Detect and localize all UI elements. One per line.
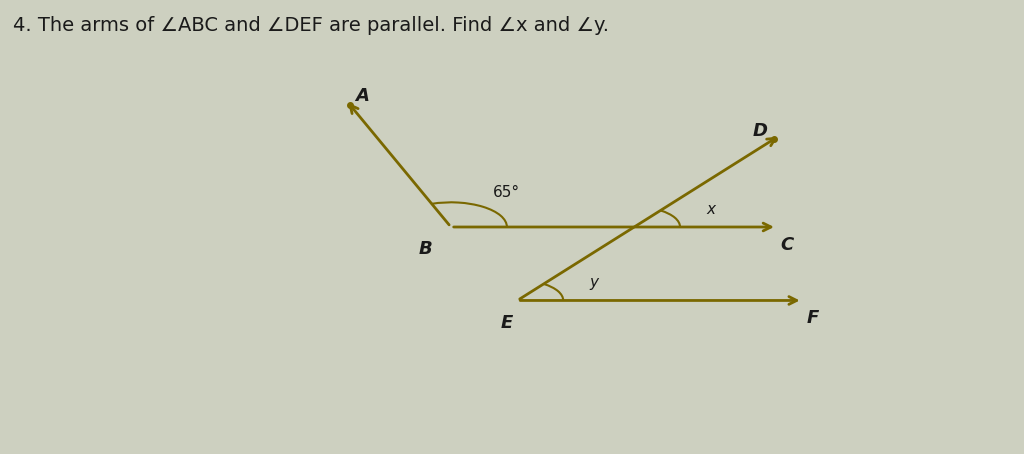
- Text: A: A: [354, 87, 369, 105]
- Text: B: B: [419, 241, 432, 258]
- Text: 65°: 65°: [493, 185, 520, 200]
- Text: D: D: [753, 122, 767, 140]
- Text: C: C: [780, 236, 794, 254]
- Text: F: F: [807, 310, 819, 327]
- Text: 4. The arms of ∠ABC and ∠DEF are parallel. Find ∠x and ∠y.: 4. The arms of ∠ABC and ∠DEF are paralle…: [13, 16, 609, 35]
- Text: E: E: [501, 314, 513, 332]
- Text: x: x: [707, 202, 716, 217]
- Text: y: y: [590, 276, 599, 291]
